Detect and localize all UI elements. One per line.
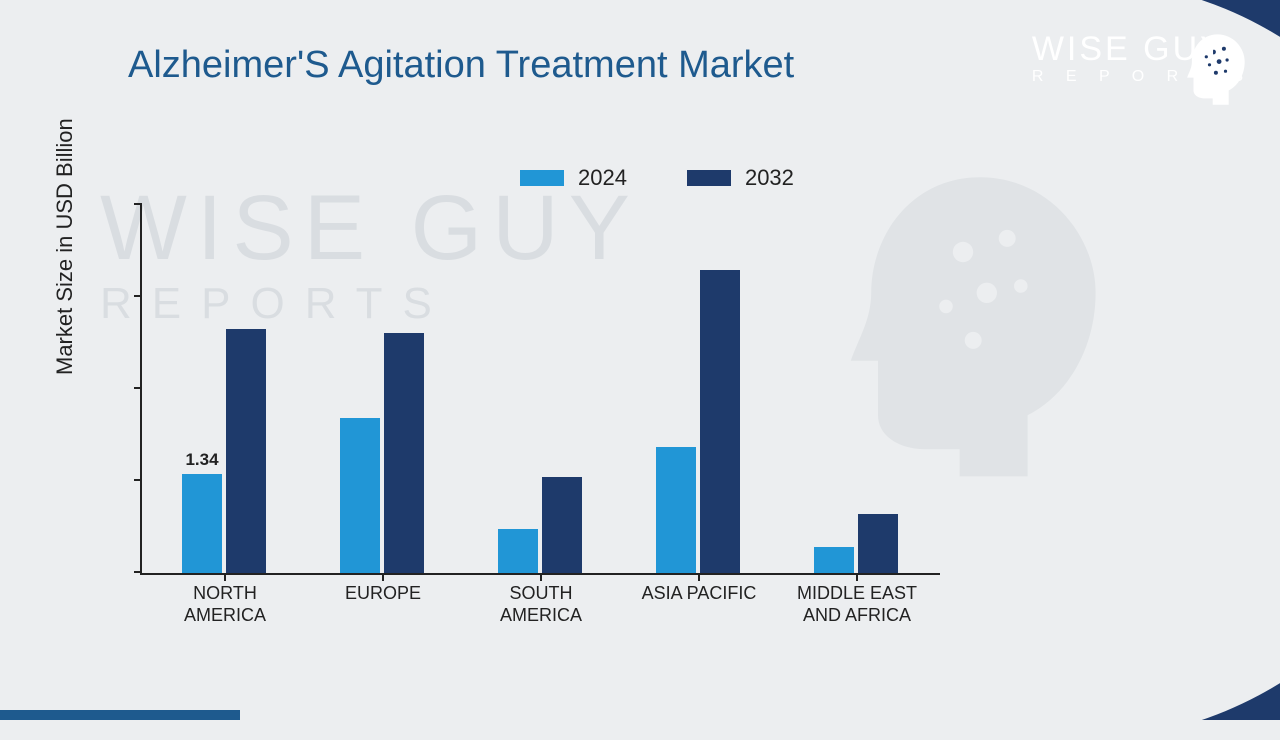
brand-logo: WISE GUY R E P O R T S [1032, 32, 1252, 86]
bar-2024 [498, 529, 538, 573]
y-tick [134, 571, 142, 573]
x-tick [856, 573, 858, 581]
bar-2032 [226, 329, 266, 573]
x-tick [382, 573, 384, 581]
x-tick [698, 573, 700, 581]
y-tick [134, 387, 142, 389]
legend-label-2032: 2032 [745, 165, 794, 191]
y-tick [134, 295, 142, 297]
brand-main: WISE GUY [1032, 32, 1252, 66]
legend-swatch-2024 [520, 170, 564, 186]
legend-item-2032: 2032 [687, 165, 794, 191]
bar-2024 [340, 418, 380, 573]
bar-2024 [814, 547, 854, 573]
category-label: SOUTH AMERICA [471, 583, 611, 626]
chart-area: Market Size in USD Billion 2024 2032 1.3… [60, 175, 940, 695]
y-tick [134, 203, 142, 205]
legend-swatch-2032 [687, 170, 731, 186]
y-tick [134, 479, 142, 481]
bar-data-label: 1.34 [185, 450, 218, 470]
bar-2024: 1.34 [182, 474, 222, 573]
x-tick [224, 573, 226, 581]
decorative-bottom-bar [0, 710, 240, 720]
chart-title: Alzheimer'S Agitation Treatment Market [128, 42, 794, 90]
legend-label-2024: 2024 [578, 165, 627, 191]
brand-sub: R E P O R T S [1032, 68, 1252, 86]
bar-2032 [700, 270, 740, 573]
y-axis-label: Market Size in USD Billion [52, 118, 78, 375]
bar-2032 [384, 333, 424, 574]
bar-2032 [858, 514, 898, 573]
plot-region: 1.34NORTH AMERICAEUROPESOUTH AMERICAASIA… [140, 205, 940, 575]
category-label: NORTH AMERICA [155, 583, 295, 626]
x-tick [540, 573, 542, 581]
category-label: ASIA PACIFIC [629, 583, 769, 605]
legend-item-2024: 2024 [520, 165, 627, 191]
bar-2024 [656, 447, 696, 573]
category-label: EUROPE [313, 583, 453, 605]
category-label: MIDDLE EAST AND AFRICA [787, 583, 927, 626]
legend: 2024 2032 [520, 165, 794, 191]
bar-2032 [542, 477, 582, 573]
